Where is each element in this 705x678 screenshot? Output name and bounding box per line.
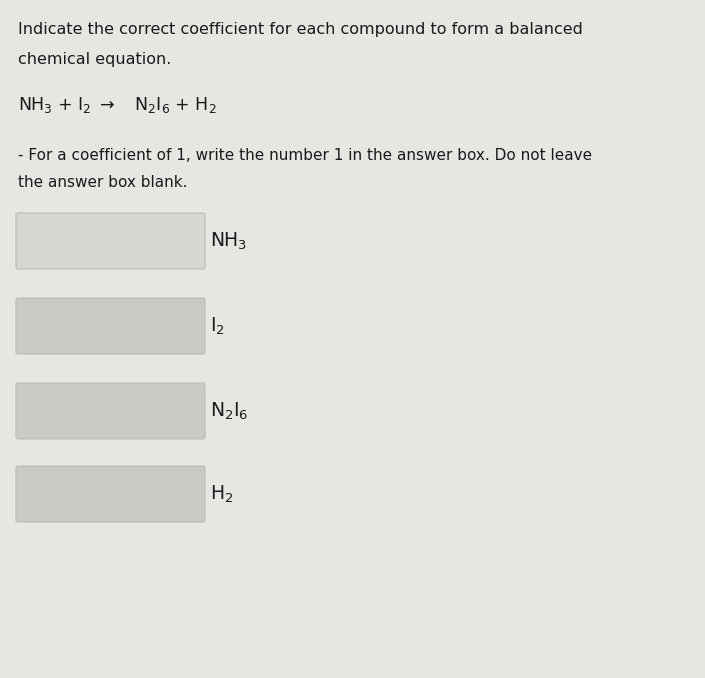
Text: NH$_3$: NH$_3$ (210, 231, 247, 252)
Text: - For a coefficient of 1, write the number 1 in the answer box. Do not leave: - For a coefficient of 1, write the numb… (18, 148, 592, 163)
Text: chemical equation.: chemical equation. (18, 52, 171, 67)
FancyBboxPatch shape (16, 213, 205, 269)
Text: I$_2$: I$_2$ (210, 315, 225, 337)
Text: NH$_3$ + I$_2$ $\rightarrow$   N$_2$I$_6$ + H$_2$: NH$_3$ + I$_2$ $\rightarrow$ N$_2$I$_6$ … (18, 95, 216, 115)
Text: Indicate the correct coefficient for each compound to form a balanced: Indicate the correct coefficient for eac… (18, 22, 583, 37)
FancyBboxPatch shape (16, 466, 205, 522)
FancyBboxPatch shape (16, 383, 205, 439)
Text: H$_2$: H$_2$ (210, 483, 233, 504)
FancyBboxPatch shape (16, 298, 205, 354)
Text: N$_2$I$_6$: N$_2$I$_6$ (210, 400, 248, 422)
Text: the answer box blank.: the answer box blank. (18, 175, 188, 190)
